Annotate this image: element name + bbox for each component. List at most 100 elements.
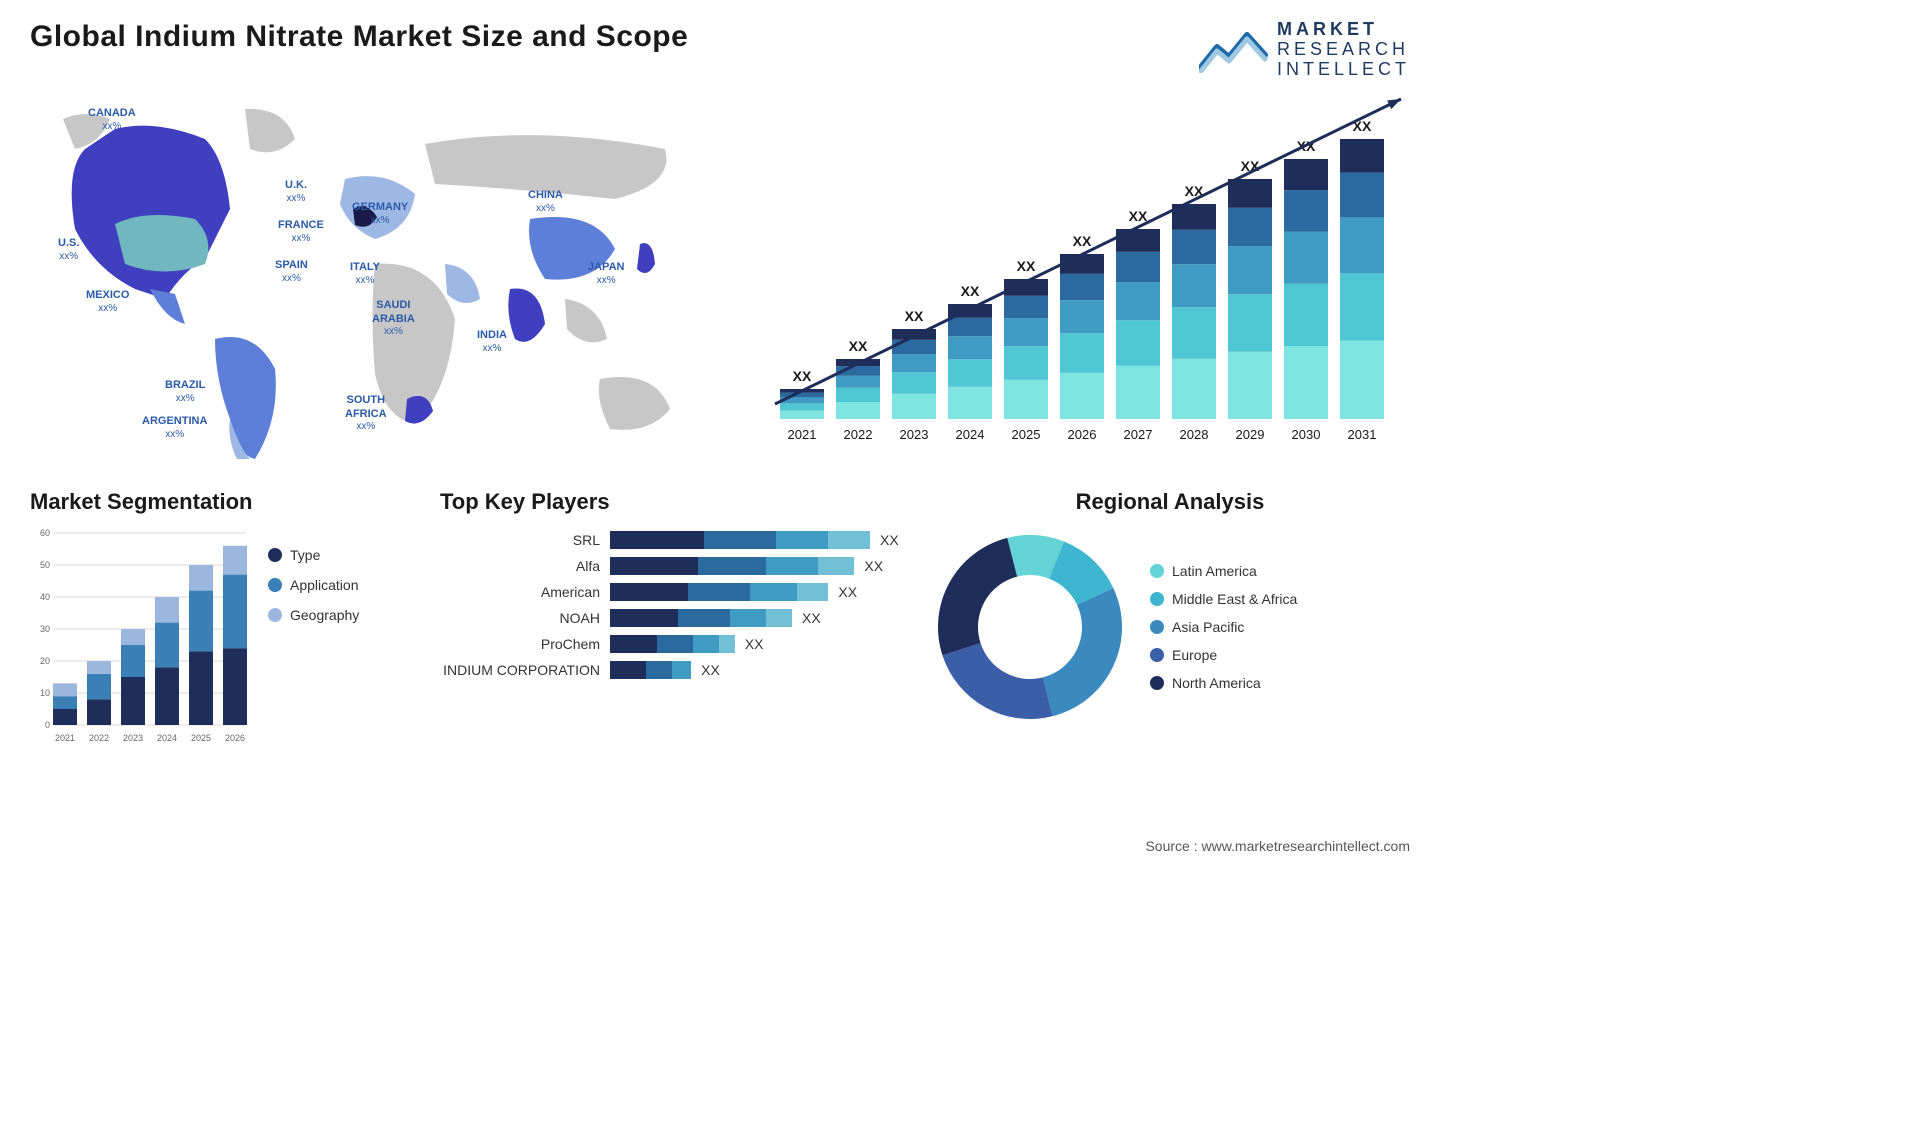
map-label-name: MEXICO <box>86 289 129 301</box>
svg-text:20: 20 <box>40 656 50 666</box>
map-label: SPAINxx% <box>275 259 308 284</box>
svg-text:XX: XX <box>793 368 812 384</box>
map-label-pct: xx% <box>345 421 387 433</box>
player-name: INDIUM CORPORATION <box>440 662 610 678</box>
map-label: U.K. xx% <box>285 179 307 204</box>
svg-text:2027: 2027 <box>1124 427 1153 442</box>
map-label-name: U.K. <box>285 179 307 191</box>
svg-text:2028: 2028 <box>1180 427 1209 442</box>
player-name: SRL <box>440 532 610 548</box>
svg-text:XX: XX <box>1073 233 1092 249</box>
player-name: ProChem <box>440 636 610 652</box>
legend-label: Latin America <box>1172 563 1257 579</box>
svg-text:2022: 2022 <box>844 427 873 442</box>
player-value: XX <box>854 558 883 574</box>
legend-dot-icon <box>268 548 282 562</box>
legend-dot-icon <box>268 578 282 592</box>
map-label: JAPANxx% <box>588 261 624 286</box>
map-label-pct: xx% <box>278 233 324 245</box>
map-label-pct: xx% <box>165 393 205 405</box>
player-bar-segment <box>657 635 693 653</box>
legend-label: Application <box>290 577 359 593</box>
map-label-name: SPAIN <box>275 259 308 271</box>
player-value: XX <box>870 532 899 548</box>
svg-text:2021: 2021 <box>788 427 817 442</box>
player-row: Alfa XX <box>440 557 910 575</box>
map-label-pct: xx% <box>352 215 408 227</box>
segmentation-panel: Market Segmentation 01020304050602021202… <box>30 489 420 749</box>
map-label: MEXICO xx% <box>86 289 129 314</box>
map-label-pct: xx% <box>88 121 136 133</box>
top-row: CANADAxx%U.S.xx%MEXICOxx%BRAZILxx%ARGENT… <box>30 89 1410 459</box>
player-bar-segment <box>693 635 719 653</box>
map-label-pct: xx% <box>86 303 129 315</box>
map-label-pct: xx% <box>142 429 207 441</box>
player-bar-segment <box>730 609 766 627</box>
map-label: ARGENTINAxx% <box>142 415 207 440</box>
player-bar-segment <box>766 609 792 627</box>
map-label-pct: xx% <box>372 326 415 338</box>
legend-dot-icon <box>1150 620 1164 634</box>
svg-text:2023: 2023 <box>900 427 929 442</box>
players-title: Top Key Players <box>440 489 910 515</box>
legend-dot-icon <box>1150 592 1164 606</box>
svg-text:2025: 2025 <box>1012 427 1041 442</box>
svg-text:2023: 2023 <box>123 733 143 743</box>
player-bar-segment <box>610 531 704 549</box>
map-label: ITALYxx% <box>350 261 380 286</box>
svg-text:10: 10 <box>40 688 50 698</box>
legend-label: Asia Pacific <box>1172 619 1244 635</box>
player-bar-segment <box>610 609 678 627</box>
growth-chart: XX2021XX2022XX2023XX2024XX2025XX2026XX20… <box>770 89 1410 459</box>
legend-dot-icon <box>268 608 282 622</box>
players-chart: SRLXXAlfaXXAmericanXXNOAHXXProChemXXINDI… <box>440 527 910 679</box>
player-row: NOAHXX <box>440 609 910 627</box>
map-label-pct: xx% <box>528 203 563 215</box>
player-name: Alfa <box>440 558 610 574</box>
map-label-name: GERMANY <box>352 201 408 213</box>
header: Global Indium Nitrate Market Size and Sc… <box>30 20 1410 79</box>
regional-panel: Regional Analysis Latin America Middle Ea… <box>930 489 1410 749</box>
map-label-name: BRAZIL <box>165 379 205 391</box>
legend-item: Middle East & Africa <box>1150 591 1297 607</box>
svg-text:XX: XX <box>905 308 924 324</box>
svg-text:2031: 2031 <box>1348 427 1377 442</box>
player-bar-segment <box>818 557 854 575</box>
legend-item: Geography <box>268 607 359 623</box>
legend-label: Europe <box>1172 647 1217 663</box>
player-row: ProChemXX <box>440 635 910 653</box>
segmentation-legend: TypeApplicationGeography <box>268 527 359 747</box>
logo: MARKET RESEARCH INTELLECT <box>1199 20 1410 79</box>
map-label-name: JAPAN <box>588 261 624 273</box>
segmentation-chart: 0102030405060202120222023202420252026 <box>30 527 250 747</box>
world-map-panel: CANADAxx%U.S.xx%MEXICOxx%BRAZILxx%ARGENT… <box>30 89 740 459</box>
svg-text:40: 40 <box>40 592 50 602</box>
player-bar-segment <box>776 531 828 549</box>
map-label-name: CANADA <box>88 107 136 119</box>
bottom-row: Market Segmentation 01020304050602021202… <box>30 489 1410 749</box>
legend-item: Application <box>268 577 359 593</box>
source-attribution: Source : www.marketresearchintellect.com <box>1145 838 1410 854</box>
player-bar-segment <box>678 609 730 627</box>
player-value: XX <box>691 662 720 678</box>
map-label: INDIAxx% <box>477 329 507 354</box>
legend-item: Europe <box>1150 647 1297 663</box>
svg-text:XX: XX <box>1017 258 1036 274</box>
map-label-name: SOUTH AFRICA <box>345 394 387 419</box>
map-label-pct: xx% <box>285 193 307 205</box>
regional-donut <box>930 527 1130 727</box>
svg-text:2029: 2029 <box>1236 427 1265 442</box>
svg-text:0: 0 <box>45 720 50 730</box>
segmentation-title: Market Segmentation <box>30 489 420 515</box>
logo-mark-icon <box>1199 27 1269 73</box>
logo-text: MARKET RESEARCH INTELLECT <box>1277 20 1410 79</box>
legend-item: North America <box>1150 675 1297 691</box>
svg-text:2026: 2026 <box>225 733 245 743</box>
player-bar-segment <box>766 557 818 575</box>
regional-title: Regional Analysis <box>930 489 1410 515</box>
player-bar-segment <box>704 531 777 549</box>
map-label-name: CHINA <box>528 189 563 201</box>
player-bar <box>610 531 870 549</box>
svg-text:2025: 2025 <box>191 733 211 743</box>
player-bar-segment <box>750 583 797 601</box>
